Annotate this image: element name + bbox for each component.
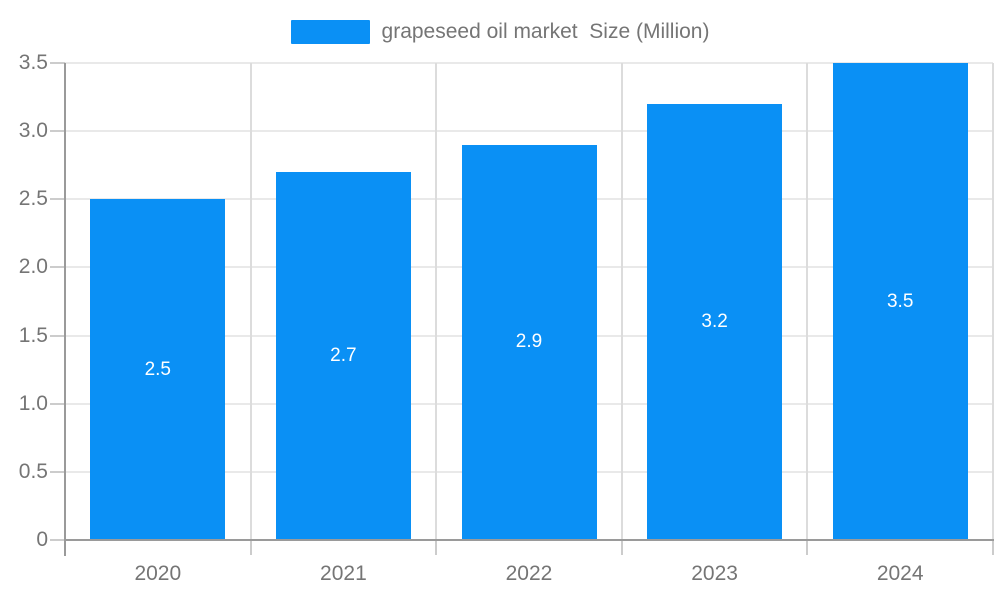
x-axis-label: 2023 <box>691 562 738 585</box>
y-axis-label: 3.5 <box>18 51 48 74</box>
x-tick <box>992 540 994 555</box>
y-tick <box>50 539 65 541</box>
legend-swatch <box>290 20 370 44</box>
x-tick <box>249 540 252 555</box>
v-gridline <box>249 63 252 540</box>
x-tick <box>620 540 623 555</box>
y-tick <box>50 402 65 405</box>
v-gridline <box>806 63 809 540</box>
y-tick <box>50 470 65 473</box>
bar-value-label: 2.7 <box>330 345 357 366</box>
bar-2020[interactable] <box>90 199 226 540</box>
v-gridline <box>620 63 623 540</box>
y-tick <box>50 130 65 133</box>
x-axis-label: 2024 <box>876 562 924 585</box>
y-axis-label: 1.0 <box>18 391 48 415</box>
y-axis-line <box>64 63 66 556</box>
bar-value-label: 3.5 <box>886 290 914 312</box>
bar-value-label: 2.9 <box>515 331 543 353</box>
y-tick <box>50 266 65 269</box>
y-axis-label: 1.5 <box>18 323 48 347</box>
x-tick <box>806 540 809 555</box>
y-tick <box>50 198 65 201</box>
chart-legend[interactable]: grapeseed oil market Size (Million) <box>0 18 1000 46</box>
y-axis-label: 0 <box>36 528 48 551</box>
y-tick <box>50 334 65 337</box>
x-axis-line <box>64 539 994 541</box>
y-axis-label: 3.0 <box>18 119 48 143</box>
y-axis-label: 0.5 <box>18 459 48 483</box>
bar-2023[interactable] <box>647 103 783 540</box>
v-gridline <box>435 63 438 540</box>
bar-value-label: 3.2 <box>701 310 728 332</box>
v-gridline <box>992 63 994 540</box>
bar-2024[interactable] <box>832 63 968 540</box>
x-axis-label: 2020 <box>134 562 182 585</box>
y-axis-label: 2.5 <box>18 187 48 211</box>
y-tick <box>50 62 65 64</box>
x-axis-label: 2021 <box>320 562 367 585</box>
bar-2021[interactable] <box>275 172 411 540</box>
h-gridline <box>65 62 993 64</box>
bar-2022[interactable] <box>461 144 597 540</box>
h-gridline <box>65 130 993 133</box>
bar-value-label: 2.5 <box>144 358 171 380</box>
x-tick <box>435 540 438 555</box>
y-axis-label: 2.0 <box>18 255 48 279</box>
x-axis-label: 2022 <box>505 562 553 585</box>
legend-label: grapeseed oil market Size (Million) <box>381 20 710 43</box>
